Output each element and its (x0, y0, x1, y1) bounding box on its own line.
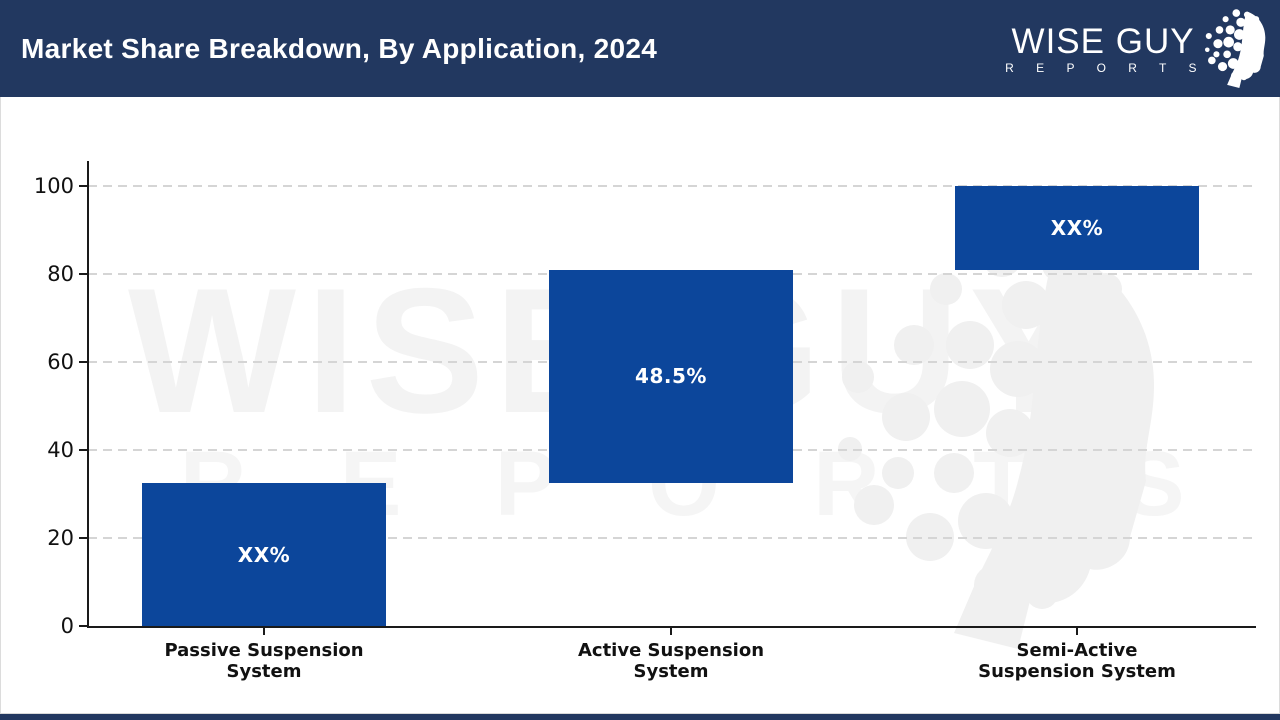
category-label-1: Passive Suspension System (94, 640, 434, 682)
y-axis-tick-label: 60 (47, 350, 74, 374)
y-axis-tick-label: 100 (33, 174, 74, 198)
y-axis-tick-label: 40 (47, 438, 74, 462)
x-axis (88, 626, 1256, 628)
footer-bar (0, 714, 1280, 720)
category-label-2: Active Suspension System (501, 640, 841, 682)
y-axis-tick-label: 0 (60, 614, 74, 638)
watermark-face-icon (838, 237, 1154, 649)
bar-value-label: 48.5% (635, 364, 707, 389)
logo-face-icon (1204, 8, 1266, 88)
category-label-line1: Active Suspension (577, 640, 765, 661)
y-axis-tick (79, 625, 88, 627)
page-title: Market Share Breakdown, By Application, … (21, 32, 658, 64)
wise-guy-reports-logo: WISE GUY R E P O R T S (1000, 6, 1270, 91)
gridline (88, 185, 1256, 187)
left-edge-border (0, 97, 1, 720)
x-axis-tick (263, 628, 265, 635)
bar-2: 48.5% (549, 269, 793, 483)
y-axis-tick-label: 80 (47, 262, 74, 286)
x-axis-tick (1076, 628, 1078, 635)
header-bar: Market Share Breakdown, By Application, … (0, 0, 1280, 97)
y-axis-tick (79, 449, 88, 451)
x-axis-tick (670, 628, 672, 635)
bar-3: XX% (955, 186, 1199, 270)
logo-subtitle: R E P O R T S (1005, 60, 1206, 75)
category-label-line2: System (633, 661, 709, 682)
category-label-line1: Passive Suspension (164, 640, 364, 661)
y-axis-tick-label: 20 (47, 526, 74, 550)
y-axis-tick (79, 537, 88, 539)
bar-value-label: XX% (1050, 215, 1104, 240)
y-axis-tick (79, 185, 88, 187)
y-axis (87, 161, 89, 628)
category-label-line2: Suspension System (978, 661, 1176, 682)
y-axis-tick (79, 361, 88, 363)
bar-value-label: XX% (237, 542, 291, 567)
category-label-line1: Semi-Active (1016, 640, 1138, 661)
logo-wordmark: WISE GUY (1011, 21, 1195, 61)
bar-1: XX% (142, 483, 386, 626)
category-label-line2: System (226, 661, 302, 682)
category-label-3: Semi-Active Suspension System (907, 640, 1247, 682)
logo-text: WISE GUY R E P O R T S (1000, 21, 1206, 75)
footer-divider (0, 713, 1280, 714)
y-axis-tick (79, 273, 88, 275)
gridline (88, 537, 1256, 539)
